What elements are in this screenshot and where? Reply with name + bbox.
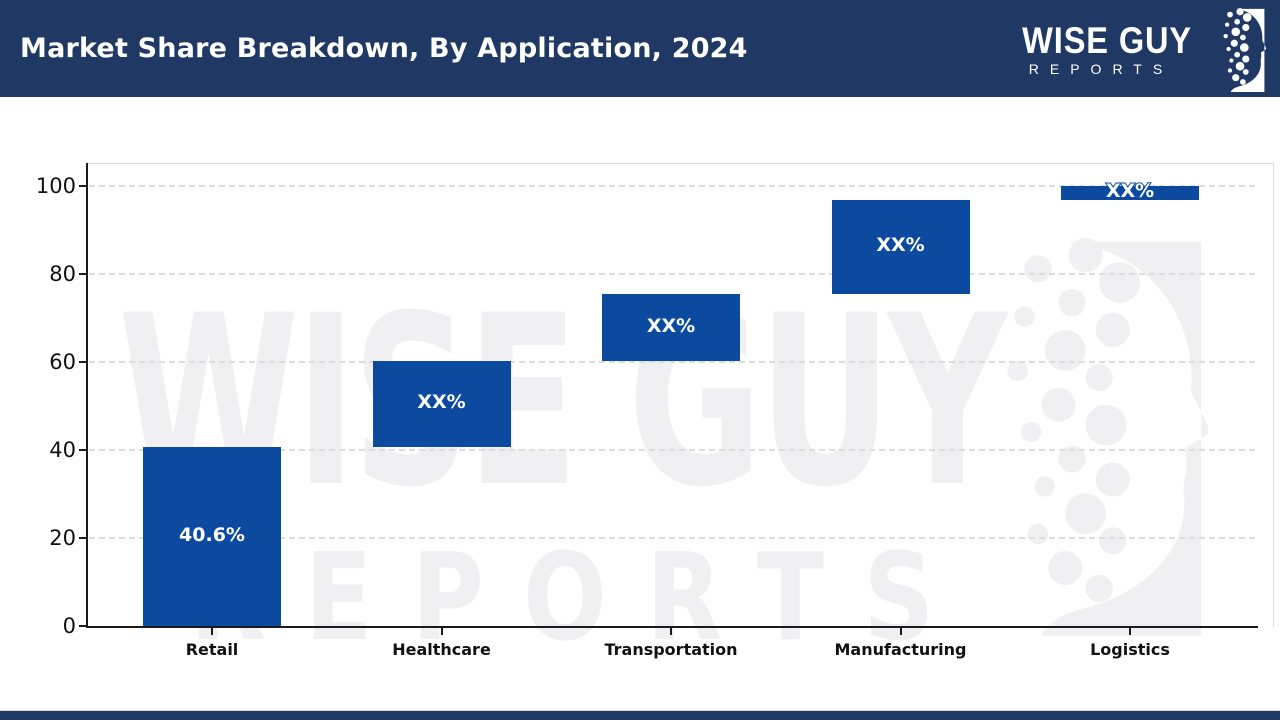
bar-transportation: [602, 294, 740, 362]
bar-value-label-retail: 40.6%: [179, 523, 245, 546]
x-axis-line: [86, 626, 1258, 628]
logo-subtitle: REPORTS: [1028, 60, 1174, 77]
bar-retail: [143, 447, 281, 626]
header-bar: Market Share Breakdown, By Application, …: [0, 0, 1280, 97]
bar-value-label-logistics: XX%: [1105, 179, 1155, 203]
x-category-label-retail: Retail: [185, 640, 239, 659]
y-tick-label-20: 20: [49, 526, 76, 550]
wise-guy-reports-logo: WISE GUY REPORTS: [999, 6, 1266, 92]
bar-logistics: [1061, 186, 1199, 201]
y-tick-40: [79, 449, 86, 451]
bar-value-label-healthcare: XX%: [417, 391, 466, 414]
x-category-label-logistics: Logistics: [1090, 640, 1170, 659]
bar-value-label-manufacturing: XX%: [876, 234, 925, 257]
plot-frame: [88, 163, 1274, 627]
bar-value-label-transportation: XX%: [646, 314, 696, 337]
y-tick-80: [79, 273, 86, 275]
y-tick-0: [79, 625, 86, 627]
y-tick-label-80: 80: [49, 262, 76, 286]
footer-bar: [0, 710, 1280, 720]
gridline-60: [89, 361, 1255, 363]
y-tick-20: [79, 537, 86, 539]
gridline-40: [89, 449, 1255, 451]
bar-healthcare: [372, 361, 511, 448]
y-axis-line: [86, 163, 88, 628]
y-tick-label-100: 100: [35, 174, 76, 198]
gridline-100: [89, 185, 1255, 187]
x-category-label-manufacturing: Manufacturing: [834, 640, 967, 659]
chart-title: Market Share Breakdown, By Application, …: [20, 33, 748, 64]
x-category-label-transportation: Transportation: [604, 640, 738, 659]
y-tick-label-60: 60: [49, 350, 76, 374]
gridline-80: [89, 273, 1255, 275]
x-tick-manufacturing: [899, 628, 902, 635]
x-tick-transportation: [670, 628, 672, 635]
y-tick-label-40: 40: [49, 438, 76, 462]
x-tick-retail: [211, 628, 213, 635]
y-tick-100: [79, 185, 86, 187]
bar-manufacturing: [831, 200, 970, 295]
logo-wordmark: WISE GUY: [1022, 19, 1192, 61]
logo-text: WISE GUY REPORTS: [999, 22, 1192, 76]
y-tick-60: [79, 361, 86, 363]
gridline-20: [89, 537, 1255, 539]
x-category-label-healthcare: Healthcare: [392, 640, 491, 659]
dotted-head-icon: [1223, 7, 1266, 92]
y-tick-label-0: 0: [62, 614, 76, 638]
x-tick-healthcare: [440, 628, 443, 635]
x-tick-logistics: [1129, 628, 1131, 635]
